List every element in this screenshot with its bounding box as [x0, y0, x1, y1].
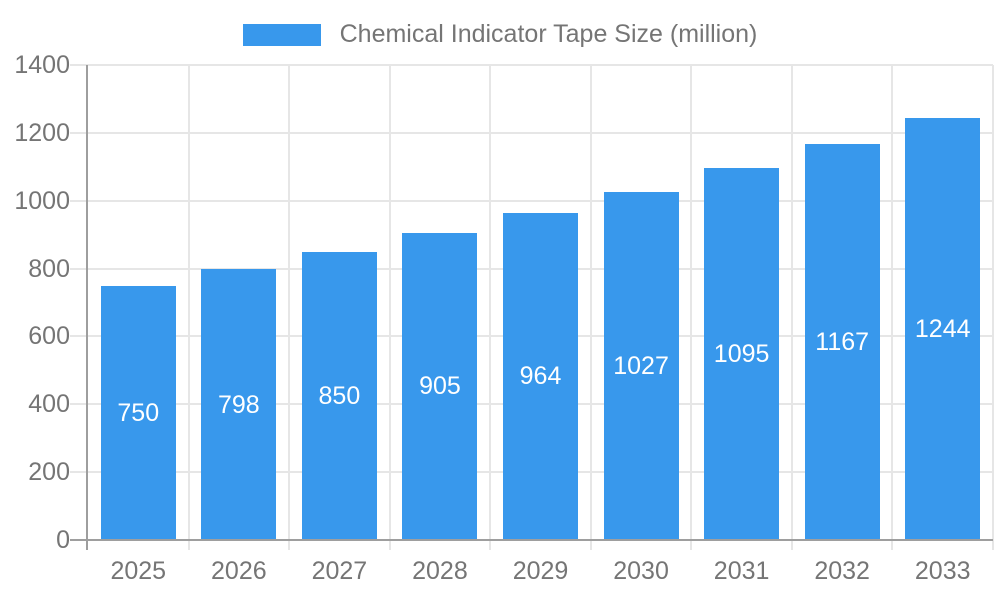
h-gridline	[70, 131, 993, 134]
bar-value-label: 964	[519, 362, 562, 391]
x-axis-tick-label: 2030	[613, 557, 669, 585]
bar	[603, 191, 679, 540]
bar	[704, 168, 780, 540]
bar	[100, 285, 176, 540]
x-axis-tick-label: 2032	[814, 557, 870, 585]
bar-value-label: 1095	[713, 340, 770, 369]
y-axis-line	[86, 65, 88, 550]
bar-value-label: 750	[117, 398, 160, 427]
bar-value-label: 1027	[613, 351, 669, 380]
bar	[503, 212, 578, 540]
bar-value-label: 1167	[815, 328, 870, 357]
v-gridline	[790, 65, 793, 550]
h-gridline	[70, 64, 993, 66]
v-gridline	[489, 65, 492, 550]
x-axis-tick-label: 2027	[311, 557, 368, 585]
x-axis-tick-label: 2025	[110, 557, 167, 585]
y-axis-tick-label: 0	[56, 526, 70, 554]
bar-value-label: 905	[419, 372, 461, 401]
y-axis-tick-label: 1200	[14, 118, 70, 147]
v-gridline	[388, 65, 391, 550]
bar	[804, 144, 880, 540]
x-axis-tick-label: 2029	[512, 557, 569, 585]
v-gridline	[891, 65, 894, 550]
v-gridline	[589, 65, 592, 550]
bar	[301, 251, 377, 540]
bar-value-label: 1244	[914, 314, 971, 343]
legend-series-label: Chemical Indicator Tape Size (million)	[339, 20, 758, 48]
x-axis-tick-label: 2033	[914, 557, 971, 585]
y-axis-tick-label: 400	[28, 390, 70, 419]
y-axis-tick-label: 1400	[14, 51, 70, 79]
v-gridline	[187, 65, 190, 550]
x-axis-tick-label: 2026	[211, 557, 267, 585]
x-axis-line	[70, 539, 993, 541]
bar-value-label: 850	[318, 381, 361, 410]
bar-value-label: 798	[217, 390, 260, 419]
bar	[402, 232, 478, 540]
bar	[905, 117, 981, 540]
x-axis-tick-label: 2028	[412, 557, 468, 585]
legend-color-swatch	[242, 23, 321, 46]
bar	[201, 269, 277, 540]
y-axis-tick-label: 200	[28, 458, 70, 487]
h-gridline	[70, 199, 993, 202]
y-axis-tick-label: 800	[28, 254, 70, 283]
v-gridline	[288, 65, 291, 550]
y-axis-tick-label: 1000	[14, 186, 70, 215]
v-gridline	[992, 65, 994, 550]
x-axis-tick-label: 2031	[713, 557, 770, 585]
chart-legend: Chemical Indicator Tape Size (million)	[0, 20, 1000, 49]
y-axis-tick-label: 600	[28, 322, 70, 351]
v-gridline	[690, 65, 693, 550]
